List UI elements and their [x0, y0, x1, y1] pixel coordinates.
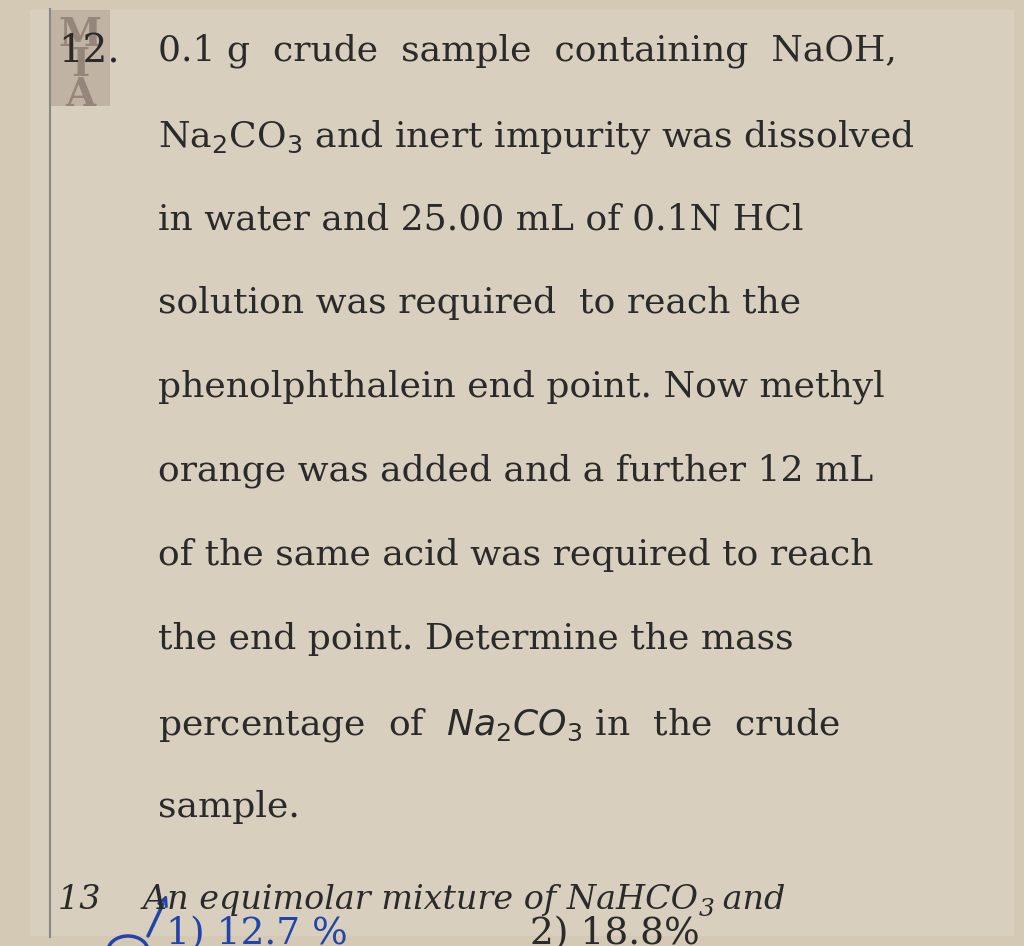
Text: percentage  of  $Na_2CO_3$ in  the  crude: percentage of $Na_2CO_3$ in the crude — [158, 706, 840, 744]
Text: in water and 25.00 mL of 0.1N HCl: in water and 25.00 mL of 0.1N HCl — [158, 202, 804, 236]
Text: orange was added and a further 12 mL: orange was added and a further 12 mL — [158, 454, 873, 488]
Text: 3: 3 — [699, 898, 715, 921]
FancyBboxPatch shape — [50, 10, 110, 106]
Text: M: M — [58, 16, 101, 54]
Text: 13    An equimolar mixture of NaHCO: 13 An equimolar mixture of NaHCO — [58, 884, 698, 916]
Text: 12.: 12. — [58, 34, 120, 71]
Text: solution was required  to reach the: solution was required to reach the — [158, 286, 801, 320]
Text: 2) 18.8%: 2) 18.8% — [530, 916, 699, 946]
Text: the end point. Determine the mass: the end point. Determine the mass — [158, 622, 794, 656]
Text: 1) 12.7 %: 1) 12.7 % — [166, 916, 348, 946]
Text: A: A — [65, 76, 95, 114]
FancyBboxPatch shape — [30, 10, 1014, 936]
Text: Na$_2$CO$_3$ and inert impurity was dissolved: Na$_2$CO$_3$ and inert impurity was diss… — [158, 118, 914, 156]
Text: and: and — [712, 884, 785, 916]
Text: 0.1 g  crude  sample  containing  NaOH,: 0.1 g crude sample containing NaOH, — [158, 34, 897, 68]
Text: I: I — [71, 46, 89, 84]
Text: phenolphthalein end point. Now methyl: phenolphthalein end point. Now methyl — [158, 370, 885, 405]
Text: of the same acid was required to reach: of the same acid was required to reach — [158, 538, 873, 572]
Text: sample.: sample. — [158, 790, 300, 824]
